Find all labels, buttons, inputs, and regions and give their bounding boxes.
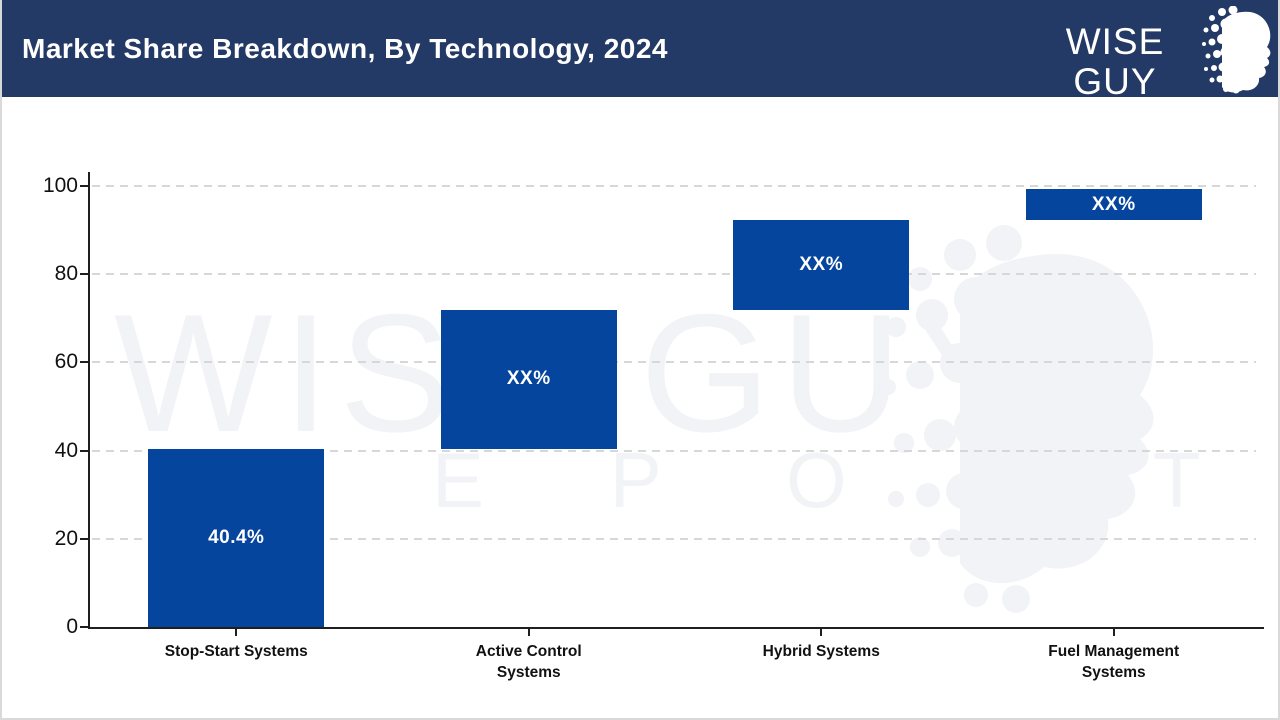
y-axis-tick-label: 20	[54, 526, 78, 550]
x-axis-label-line: Fuel Management	[1048, 643, 1180, 660]
bar-value-label: 40.4%	[208, 526, 265, 548]
y-axis-tick-label: 80	[54, 262, 78, 286]
logo-wordmark: WISE GUY	[1065, 21, 1165, 102]
x-axis-label-line: Hybrid Systems	[762, 643, 880, 660]
y-axis-tick-label: 0	[66, 615, 78, 638]
x-axis-label-line: Active Control	[475, 643, 582, 660]
y-axis-tick	[80, 449, 88, 452]
y-axis-tick	[80, 185, 88, 187]
x-axis-tick	[235, 629, 238, 636]
bar-value-label: XX%	[799, 254, 844, 276]
x-axis-spine	[88, 627, 1264, 629]
x-axis-tick	[820, 629, 823, 636]
y-axis-tick-label: 40	[54, 438, 78, 462]
x-axis-label-line: Systems	[496, 664, 561, 681]
y-axis-tick-label: 60	[54, 350, 78, 374]
chart-area: WISE GUY R E P O R T S 02040608010040.4%…	[2, 97, 1278, 716]
x-axis-label-line: Systems	[1081, 664, 1146, 681]
header-bar: Market Share Breakdown, By Technology, 2…	[2, 0, 1278, 131]
x-axis-category-label: Fuel Management Systems	[984, 641, 1244, 683]
bar-stop-start-systems: 40.4%	[148, 448, 325, 627]
y-axis-tick	[80, 626, 88, 628]
bar-hybrid-systems: XX%	[733, 220, 910, 310]
wise-guy-face-icon	[1202, 6, 1271, 94]
x-axis-category-label: Hybrid Systems	[691, 641, 951, 662]
bar-active-control-systems: XX%	[440, 309, 617, 449]
x-axis-category-label: Stop-Start Systems	[106, 641, 366, 662]
gridline-80	[92, 273, 1256, 276]
gridline-100	[92, 185, 1256, 187]
wise-guy-logo: WISE GUY R E P O R T S	[1020, 6, 1276, 131]
bar-value-label: XX%	[1091, 193, 1136, 215]
x-axis-label-line: Stop-Start Systems	[164, 643, 308, 660]
bar-fuel-management-systems: XX%	[1025, 189, 1202, 221]
watermark-face-icon	[880, 225, 1154, 613]
y-axis-spine	[88, 172, 90, 629]
x-axis-tick	[1112, 629, 1115, 636]
x-axis-category-label: Active Control Systems	[399, 641, 659, 683]
bar-value-label: XX%	[506, 368, 551, 390]
y-axis-tick-label: 100	[42, 174, 78, 197]
gridline-60	[92, 361, 1256, 364]
gridline-20	[92, 537, 1256, 540]
x-axis-tick	[527, 629, 530, 636]
y-axis-tick	[80, 537, 88, 540]
gridline-40	[92, 449, 1256, 452]
y-axis-tick	[80, 361, 88, 364]
y-axis-tick	[80, 273, 88, 276]
chart-title: Market Share Breakdown, By Technology, 2…	[22, 32, 669, 64]
